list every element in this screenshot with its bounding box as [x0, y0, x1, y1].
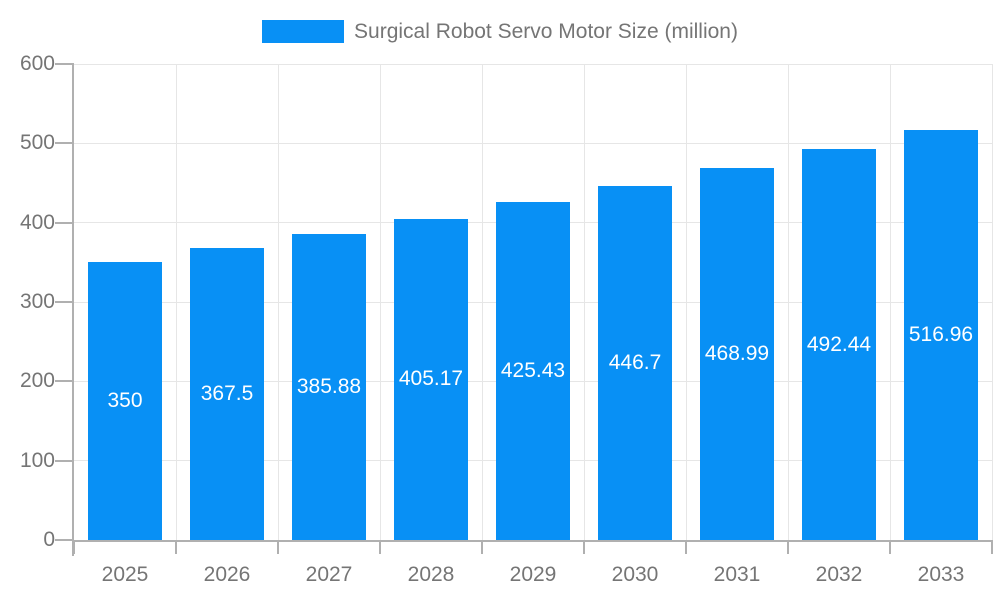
x-axis-tick	[889, 540, 891, 554]
bar-value-label: 350	[107, 389, 143, 413]
y-axis-label: 100	[19, 448, 55, 472]
x-axis-tick	[583, 540, 585, 554]
bar-value-label: 516.96	[908, 322, 974, 346]
gridline-vertical	[481, 64, 483, 540]
y-axis-tick	[55, 539, 74, 541]
x-axis-label: 2029	[509, 563, 557, 586]
x-axis-label: 2027	[305, 563, 353, 586]
bar-value-label: 405.17	[398, 367, 464, 391]
bar-value-label: 385.88	[296, 374, 362, 398]
y-axis-tick	[55, 301, 74, 303]
gridline-vertical	[175, 64, 177, 540]
y-axis-label: 300	[19, 290, 55, 313]
bar-2033[interactable]	[904, 129, 978, 540]
bar-value-label: 425.43	[500, 359, 566, 383]
x-axis-label: 2033	[917, 563, 965, 586]
x-axis-tick	[787, 540, 789, 554]
gridline-vertical	[583, 64, 585, 540]
gridline-vertical	[277, 64, 279, 540]
bar-value-label: 367.5	[200, 382, 254, 406]
bar-2032[interactable]	[802, 149, 876, 540]
bar-2026[interactable]	[190, 248, 264, 540]
bar-2027[interactable]	[292, 233, 366, 540]
gridline-vertical	[787, 64, 789, 540]
gridline-horizontal	[74, 142, 992, 144]
bar-2028[interactable]	[394, 218, 468, 540]
x-axis-label: 2032	[815, 563, 863, 586]
x-axis-label: 2025	[101, 563, 149, 586]
y-axis-line	[72, 64, 74, 556]
x-axis-tick	[73, 540, 75, 554]
plot-area: 0 100 200 300 400 500 600 350 2025 367.5 2026 385.8…	[20, 52, 993, 586]
bar-2025[interactable]	[88, 262, 162, 540]
x-axis-tick	[277, 540, 279, 554]
x-axis-line	[74, 540, 992, 542]
x-axis-tick	[481, 540, 483, 554]
y-axis-tick	[55, 63, 74, 65]
x-axis-label: 2028	[407, 563, 455, 586]
legend-label: Surgical Robot Servo Motor Size (million…	[354, 20, 738, 43]
x-axis-tick	[685, 540, 687, 554]
bar-value-label: 492.44	[806, 332, 872, 356]
legend[interactable]: Surgical Robot Servo Motor Size (million…	[0, 19, 1000, 44]
x-axis-tick	[379, 540, 381, 554]
y-axis-label: 400	[19, 210, 55, 234]
x-axis-label: 2030	[611, 563, 659, 586]
y-axis-label: 0	[43, 528, 55, 551]
x-axis-tick	[175, 540, 177, 554]
gridline-vertical	[889, 64, 891, 540]
y-axis-label: 200	[19, 369, 55, 393]
y-axis-label: 600	[19, 52, 55, 75]
bar-2030[interactable]	[598, 185, 672, 540]
gridline-vertical	[379, 64, 381, 540]
bar-2031[interactable]	[700, 167, 774, 540]
legend-swatch	[262, 20, 345, 43]
bar-value-label: 446.7	[608, 350, 662, 374]
y-axis-tick	[55, 142, 74, 145]
x-axis-label: 2026	[203, 563, 251, 586]
bar-2029[interactable]	[496, 202, 570, 540]
gridline-vertical	[991, 64, 993, 540]
y-axis-tick	[55, 380, 74, 383]
y-axis-label: 500	[19, 131, 55, 155]
x-axis-label: 2031	[713, 563, 761, 586]
gridline-horizontal	[74, 63, 992, 65]
gridline-vertical	[685, 64, 687, 540]
y-axis-tick	[55, 221, 74, 224]
y-axis-tick	[55, 459, 74, 462]
bar-value-label: 468.99	[704, 341, 770, 365]
x-axis-tick	[991, 540, 993, 554]
